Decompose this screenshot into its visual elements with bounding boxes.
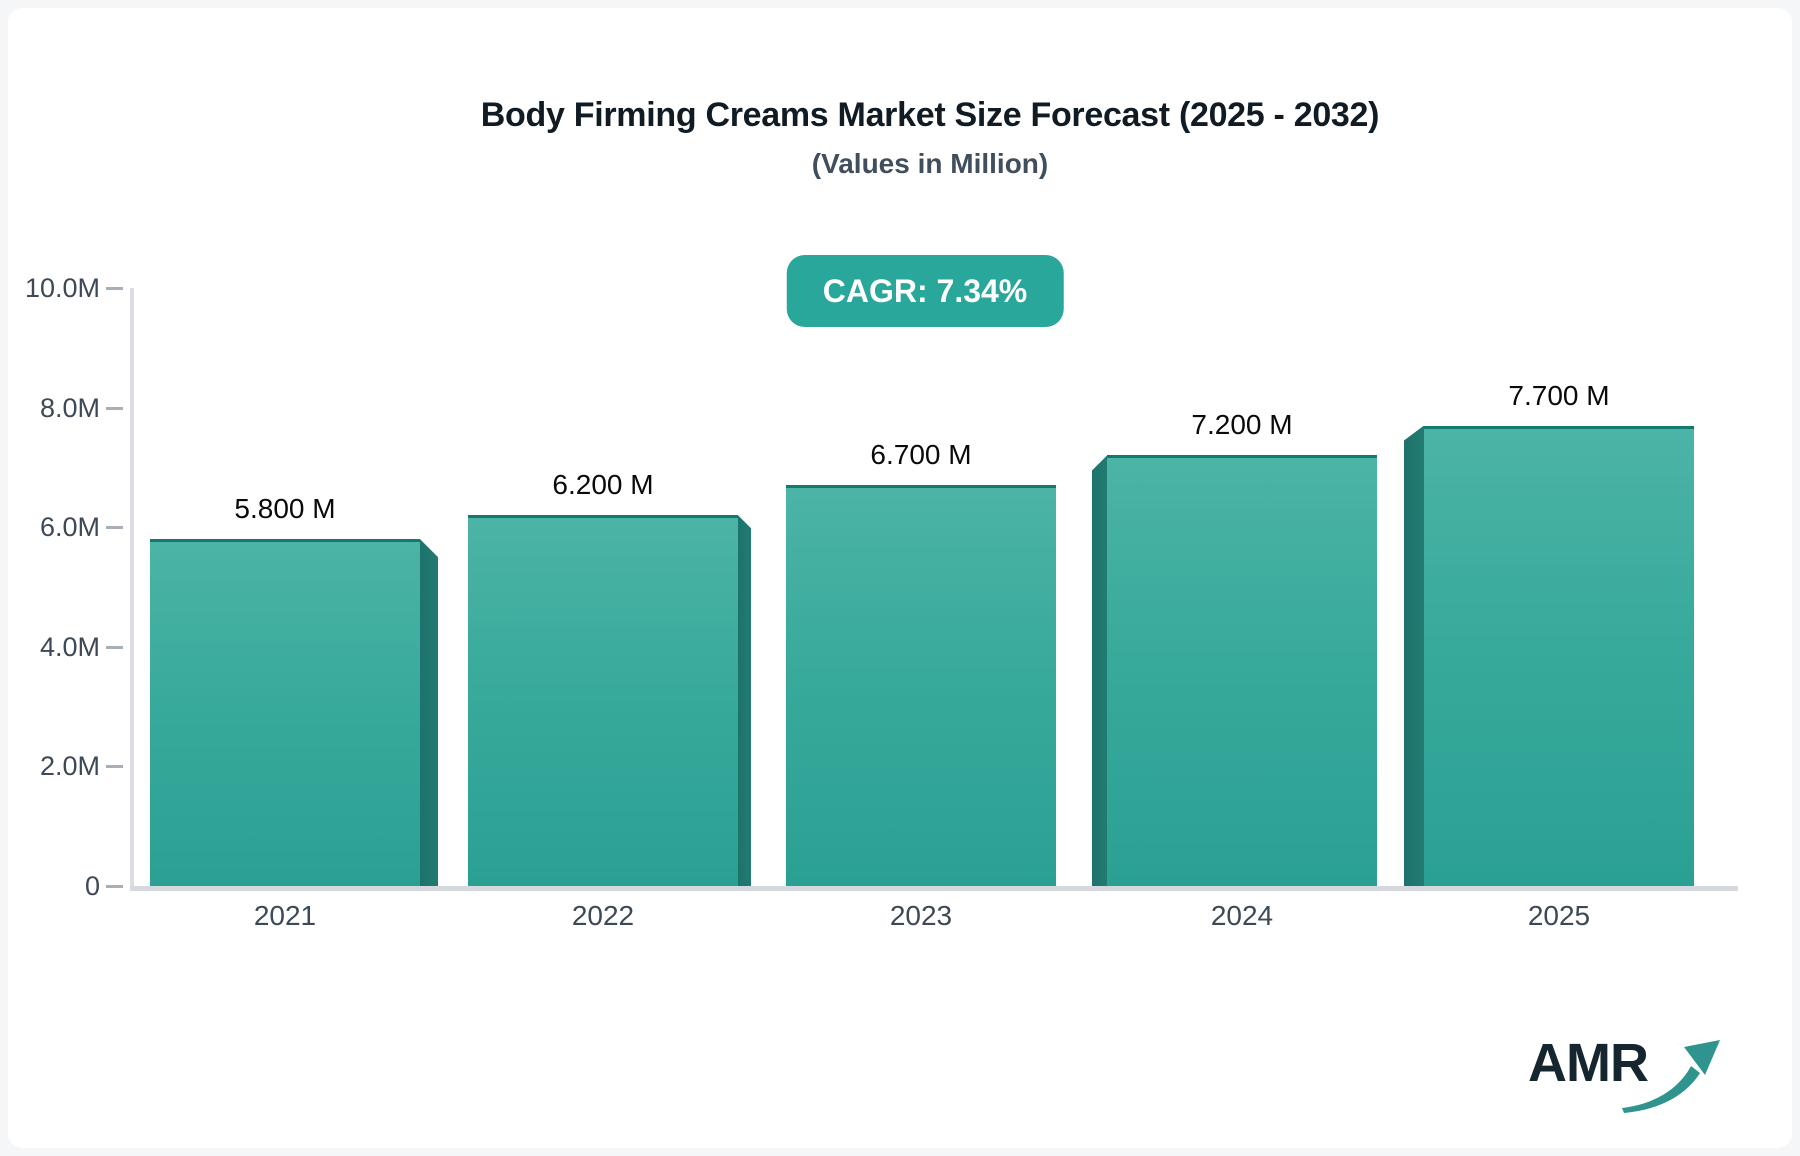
bar-side-face: [738, 515, 751, 886]
y-tick-dash: [106, 526, 123, 530]
bar: [1107, 455, 1377, 886]
bar-value-label: 5.800 M: [234, 493, 336, 525]
x-tick-label: 2024: [1210, 900, 1274, 931]
x-tick-label: 2022: [571, 900, 635, 931]
y-axis-line: [130, 288, 134, 890]
chart-subtitle: (Values in Million): [811, 148, 1049, 179]
y-tick-label: 4.0M: [39, 631, 100, 662]
bar-side-face: [1404, 425, 1424, 886]
cagr-badge: CAGR: 7.34%: [786, 255, 1064, 327]
y-tick-label: 8.0M: [39, 392, 100, 423]
y-tick-label: 6.0M: [39, 512, 100, 543]
y-tick-dash: [106, 645, 123, 649]
bar-value-label: 6.700 M: [870, 439, 972, 471]
bar-value-label: 7.200 M: [1191, 409, 1293, 441]
y-tick-dash: [106, 287, 123, 290]
brand-logo: AMR: [1528, 1032, 1728, 1122]
y-tick-label: 10.0M: [24, 273, 100, 303]
bar: [1424, 425, 1694, 886]
y-tick-dash: [106, 765, 123, 769]
bar-side-face: [1092, 455, 1107, 886]
x-tick-label: 2021: [253, 900, 317, 931]
x-axis-line: [130, 886, 1738, 891]
y-tick-dash: [106, 406, 123, 410]
bar-value-label: 7.700 M: [1508, 379, 1610, 411]
bar: [468, 515, 738, 886]
y-tick-label: 0: [84, 871, 100, 901]
x-tick-label: 2025: [1527, 900, 1591, 931]
growth-arrow-icon: [1622, 1040, 1720, 1113]
chart-title: Body Firming Creams Market Size Forecast…: [480, 96, 1380, 134]
x-tick-label: 2023: [889, 900, 953, 931]
bar: [786, 485, 1056, 886]
bar-side-face: [420, 539, 438, 886]
y-tick-dash: [106, 885, 123, 888]
bar-value-label: 6.200 M: [552, 469, 654, 501]
y-tick-label: 2.0M: [39, 751, 100, 782]
bar: [150, 539, 420, 886]
brand-text: AMR: [1528, 1033, 1649, 1093]
